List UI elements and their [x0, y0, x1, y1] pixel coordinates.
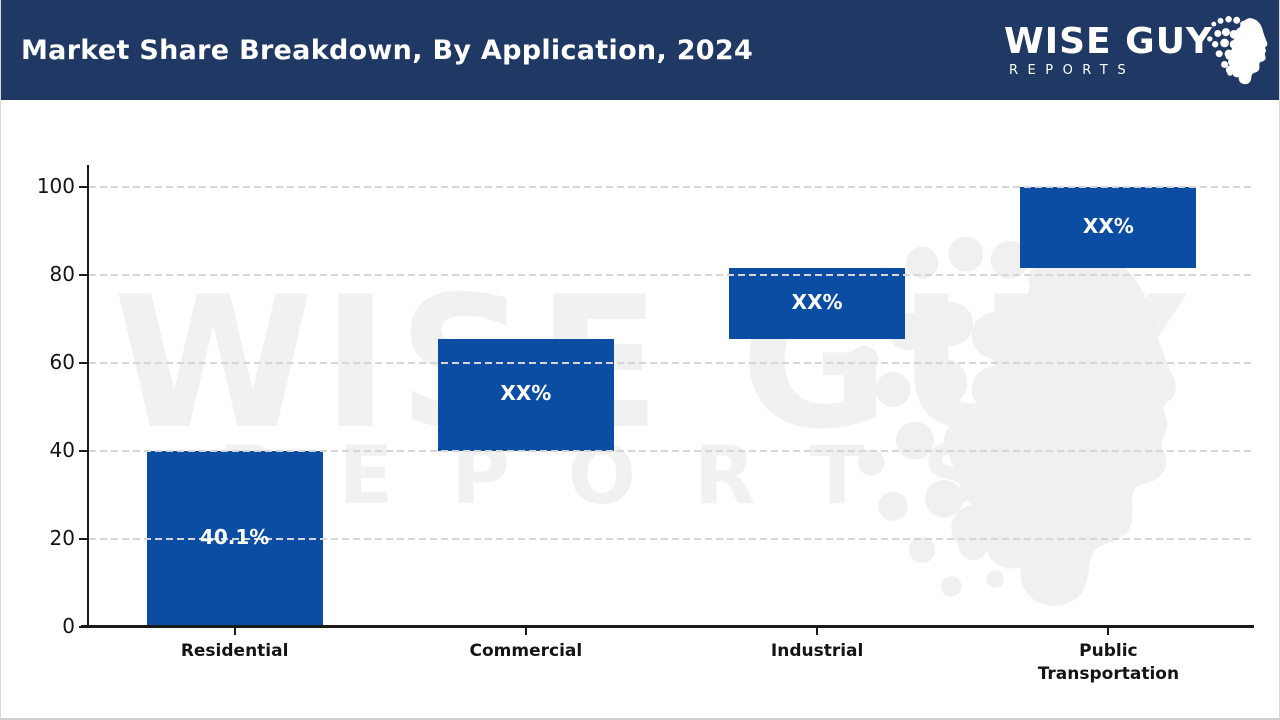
y-tick-80 [79, 274, 87, 276]
watermark-dotted-head-icon [839, 236, 1176, 606]
y-tick-label-0: 0 [62, 614, 75, 638]
y-tick-60 [79, 362, 87, 364]
category-label: Residential [180, 641, 289, 661]
category-label: Industrial [770, 641, 864, 661]
y-tick-label-20: 20 [49, 526, 75, 550]
y-tick-label-40: 40 [49, 438, 75, 462]
logo-dotted-head-icon [1205, 16, 1268, 85]
bar-value-label: 40.1% [199, 524, 270, 549]
y-axis-spine [87, 165, 89, 627]
category-label: Public Transportation [1037, 641, 1180, 684]
y-tick-20 [79, 538, 87, 540]
y-tick-40 [79, 450, 87, 452]
chart-title: Market Share Breakdown, By Application, … [21, 34, 754, 66]
category-label: Commercial [469, 641, 583, 661]
wise-guy-reports-logo: WISE GUY REPORTS [1004, 6, 1269, 96]
x-tick-0 [233, 628, 236, 635]
y-tick-label-100: 100 [36, 174, 75, 198]
logo-wiseguy-label: WISE GUY [1003, 21, 1213, 62]
y-tick-label-80: 80 [49, 262, 75, 286]
x-tick-1 [524, 628, 527, 635]
y-tick-label-60: 60 [49, 350, 75, 374]
logo-reports-label: REPORTS [1008, 63, 1136, 78]
y-tick-0 [79, 626, 87, 628]
gridline-100 [89, 186, 1254, 188]
logo-text: WISE GUY REPORTS [1003, 21, 1213, 79]
header-bar: Market Share Breakdown, By Application, … [1, 0, 1279, 100]
y-tick-100 [79, 186, 87, 188]
